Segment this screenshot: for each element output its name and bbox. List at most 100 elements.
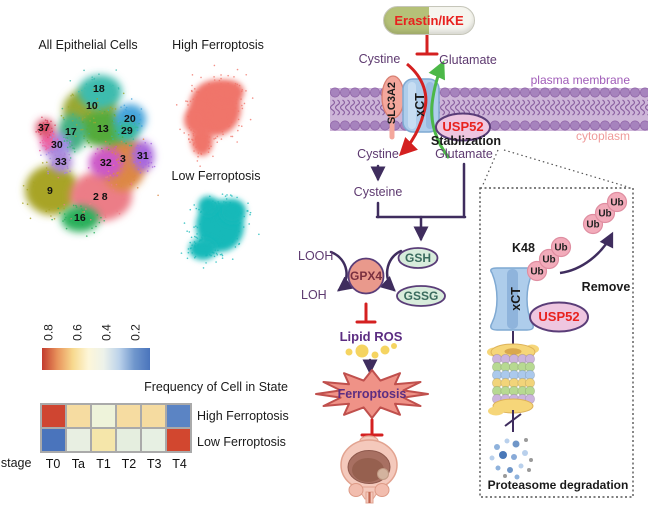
- heatmap-cell: [167, 405, 190, 427]
- proteasome-degradation-label: Proteasome degradation: [487, 478, 629, 492]
- gssg-oval: [396, 285, 446, 307]
- inset-xct-label: xCT: [509, 287, 524, 311]
- heatmap-col-label: T1: [96, 457, 111, 471]
- heatmap-cell: [42, 429, 65, 451]
- gpx4-inhibit-tbar: [355, 302, 377, 324]
- umap-cluster-number: 29: [121, 125, 133, 137]
- inset-connector-right: [503, 149, 629, 188]
- umap-cluster-number: 20: [124, 113, 136, 125]
- heatmap-col-label: Ta: [71, 457, 85, 471]
- glutamate-bottom-label: Glutamate: [435, 147, 493, 161]
- cystine-bottom-label: Cystine: [357, 147, 399, 161]
- usp52-label: USP52: [442, 119, 484, 134]
- high-ferroptosis-scatter: [175, 64, 254, 167]
- erastin-ike-pill: Erastin/IKE: [383, 6, 475, 35]
- loh-label: LOH: [301, 288, 327, 302]
- remove-label: Remove: [581, 280, 631, 294]
- colorbar-tick: 0.6: [70, 324, 85, 341]
- bladder-illustration: [340, 435, 398, 504]
- t-stage-axis-label: T stage: [0, 456, 32, 470]
- inset-box: [479, 187, 634, 498]
- svg-text:Ub: Ub: [530, 267, 543, 278]
- low-ferroptosis-title: Low Ferroptosis: [171, 169, 261, 183]
- gsh-label: GSH: [404, 251, 431, 265]
- heatmap-cell: [117, 429, 140, 451]
- umap-cluster-number: 37: [38, 122, 50, 134]
- glutamate-efflux-arrow: [428, 60, 451, 159]
- heatmap-cell: [167, 429, 190, 451]
- svg-text:Ub: Ub: [598, 209, 611, 220]
- heatmap-cell: [67, 405, 90, 427]
- cysteine-label: Cysteine: [353, 185, 403, 199]
- colorbar-tick: 0.4: [99, 324, 114, 341]
- inset-xct-protein: [490, 267, 534, 331]
- pathway-arrows: [329, 162, 467, 375]
- umap-cluster-number: 13: [97, 123, 109, 135]
- cystine-top-label: Cystine: [358, 52, 401, 66]
- umap-cluster-number: 16: [74, 212, 86, 224]
- lipid-droplets: [345, 343, 397, 359]
- ferroptosis-starburst: [315, 369, 429, 419]
- svg-text:Ub: Ub: [542, 255, 555, 266]
- usp52-oval: [435, 112, 491, 142]
- umap-plot: 9 2 8 3 10 13 18 20 16 17 29 32 31 30 33 37: [22, 69, 159, 237]
- svg-text:Ub: Ub: [554, 243, 567, 254]
- heatmap-colorbar: [42, 348, 150, 370]
- gssg-label: GSSG: [403, 289, 439, 303]
- heatmap-col-label: T3: [146, 457, 162, 471]
- umap-cluster-number: 33: [55, 156, 67, 168]
- degradation-fragments: [489, 438, 533, 480]
- heatmap-cell: [67, 429, 90, 451]
- cystine-influx-arrow: [398, 62, 428, 157]
- high-ferroptosis-title: High Ferroptosis: [172, 38, 264, 52]
- umap-cluster-number: 2 8: [93, 191, 108, 203]
- heatmap-col-label: T0: [45, 457, 61, 471]
- umap-cluster-blob: [25, 165, 79, 215]
- heatmap-cell: [142, 405, 165, 427]
- looh-label: LOOH: [298, 249, 334, 263]
- erastin-ike-label: Erastin/IKE: [394, 13, 464, 28]
- umap-cluster-blob: [61, 206, 99, 232]
- heatmap-cell: [117, 405, 140, 427]
- inset-usp52-label: USP52: [538, 309, 580, 324]
- slc3a2-label: SLC3A2: [385, 81, 398, 125]
- plasma-membrane-label: plasma membrane: [530, 73, 630, 87]
- umap-cluster-number: 3: [120, 153, 126, 165]
- heatmap-grid: [40, 403, 192, 453]
- umap-cluster-number: 32: [100, 157, 112, 169]
- umap-cluster-number: 31: [137, 150, 149, 162]
- gsh-oval: [397, 247, 439, 269]
- heatmap-cell: [92, 405, 115, 427]
- umap-cluster-number: 17: [65, 126, 77, 138]
- heatmap-cell: [42, 405, 65, 427]
- gpx4-label: GPX4: [349, 269, 382, 283]
- lipid-ros-label: Lipid ROS: [339, 329, 403, 344]
- heatmap-col-label: T4: [172, 457, 187, 471]
- blocked-degradation: [504, 410, 522, 432]
- glutamate-top-label: Glutamate: [439, 53, 497, 67]
- umap-cluster-number: 9: [47, 185, 53, 197]
- heatmap-col-label: T2: [121, 457, 137, 471]
- umap-cluster-number: 30: [51, 139, 63, 151]
- inset-usp52-oval: [529, 301, 589, 333]
- heatmap-row-high: High Ferroptosis: [197, 409, 289, 423]
- heatmap-cell: [92, 429, 115, 451]
- umap-title: All Epithelial Cells: [38, 38, 138, 52]
- colorbar-tick: 0.2: [128, 324, 143, 341]
- umap-cluster-blob: [78, 75, 122, 109]
- erastin-inhibit-tbar: [415, 33, 439, 56]
- heatmap-cell: [142, 429, 165, 451]
- stablization-label: Stablization: [430, 134, 502, 148]
- svg-text:Ub: Ub: [586, 220, 599, 231]
- proteasome: [487, 343, 539, 416]
- umap-cluster-number: 10: [86, 100, 98, 112]
- umap-cluster-blob: [50, 151, 72, 173]
- svg-text:Ub: Ub: [610, 198, 623, 209]
- heatmap-title: Frequency of Cell in State: [144, 380, 288, 394]
- ferroptosis-label: Ferroptosis: [337, 387, 407, 401]
- cytoplasm-label: cytoplasm: [575, 129, 630, 143]
- xct-label: xCT: [413, 93, 428, 117]
